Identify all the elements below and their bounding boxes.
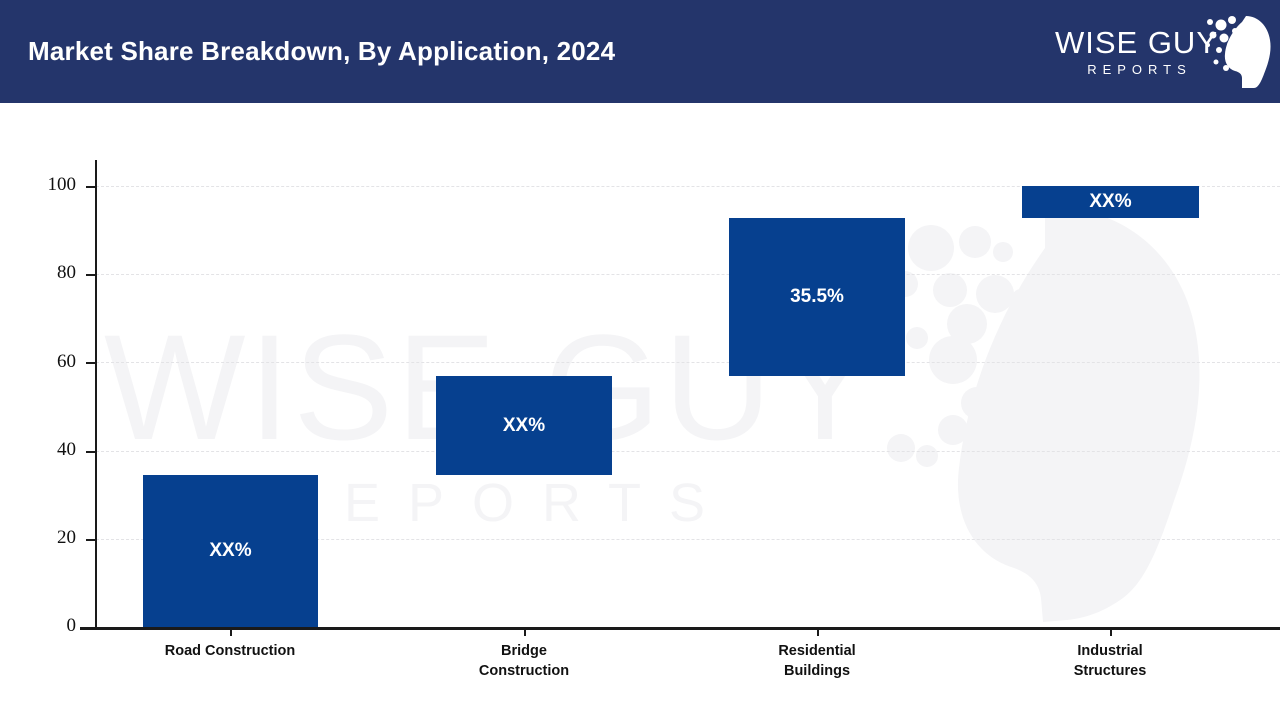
x-label-road-construction: Road Construction bbox=[130, 641, 330, 661]
bar-label-residential-buildings: 35.5% bbox=[790, 286, 844, 307]
x-label-residential-buildings: Residential Buildings bbox=[717, 641, 917, 681]
y-tick-60 bbox=[86, 362, 97, 365]
y-tick-label-0: 0 bbox=[66, 615, 77, 636]
bar-bridge-construction[interactable]: XX% bbox=[436, 376, 612, 475]
x-label-industrial-structures: Industrial Structures bbox=[1010, 641, 1210, 681]
x-axis-line bbox=[80, 627, 1280, 630]
x-label-bridge-construction: Bridge Construction bbox=[424, 641, 624, 681]
x-label-line: Structures bbox=[1073, 663, 1147, 679]
y-tick-100 bbox=[86, 186, 97, 189]
y-tick-label-20: 20 bbox=[57, 527, 76, 548]
bar-label-bridge-construction: XX% bbox=[502, 414, 546, 436]
y-axis-line bbox=[95, 160, 98, 629]
x-label-line: Industrial bbox=[1077, 643, 1143, 659]
bar-industrial-structures[interactable]: XX% bbox=[1022, 186, 1199, 218]
x-label-line: Bridge bbox=[501, 643, 547, 659]
y-tick-40 bbox=[86, 451, 97, 454]
y-tick-label-60: 60 bbox=[57, 351, 76, 372]
page-title: Market Share Breakdown, By Application, … bbox=[28, 36, 616, 66]
watermark-head-dots-icon bbox=[880, 207, 1200, 623]
logo-sub-text: REPORTS bbox=[1087, 62, 1192, 77]
x-label-line: Buildings bbox=[783, 663, 851, 679]
logo-text: WISE GUY REPORTS bbox=[1055, 27, 1218, 76]
x-tick-residential-buildings bbox=[817, 627, 819, 636]
gridline-40 bbox=[96, 451, 1280, 452]
x-tick-industrial-structures bbox=[1110, 627, 1112, 636]
y-tick-label-40: 40 bbox=[57, 439, 76, 460]
y-tick-20 bbox=[86, 539, 97, 542]
wise-guy-reports-logo: WISE GUY REPORTS bbox=[1055, 2, 1274, 102]
x-label-line: Construction bbox=[478, 663, 570, 679]
bar-road-construction[interactable]: XX% bbox=[143, 475, 318, 627]
y-tick-80 bbox=[86, 274, 97, 277]
x-label-line: Residential bbox=[778, 643, 856, 659]
watermark-sub-text: REPORTS bbox=[276, 473, 734, 533]
bar-residential-buildings[interactable]: 35.5% bbox=[729, 218, 905, 376]
bar-label-industrial-structures: XX% bbox=[1089, 191, 1132, 212]
gridline-60 bbox=[96, 362, 1280, 363]
chart-container: WISE GUY REPORTS bbox=[0, 103, 1280, 720]
bar-label-road-construction: XX% bbox=[209, 540, 252, 561]
logo-head-dots-icon bbox=[1206, 15, 1271, 88]
logo-main-text: WISE GUY bbox=[1054, 25, 1218, 60]
gridline-80 bbox=[96, 274, 1280, 275]
y-tick-label-100: 100 bbox=[47, 174, 77, 195]
x-tick-bridge-construction bbox=[524, 627, 526, 636]
gridline-100 bbox=[96, 186, 1280, 187]
x-label-line: Road Construction bbox=[164, 643, 296, 659]
page-header: Market Share Breakdown, By Application, … bbox=[0, 0, 1280, 103]
plot-area: WISE GUY REPORTS bbox=[0, 103, 1280, 720]
gridline-20 bbox=[96, 539, 1280, 540]
x-tick-road-construction bbox=[230, 627, 232, 636]
y-tick-label-80: 80 bbox=[57, 262, 76, 283]
